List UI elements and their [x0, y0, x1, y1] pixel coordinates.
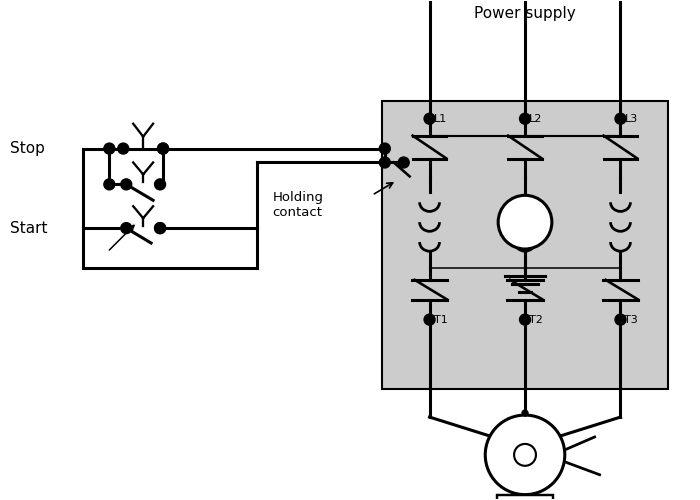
Bar: [382, 101, 668, 389]
Circle shape: [514, 444, 536, 466]
Circle shape: [485, 415, 565, 494]
Circle shape: [522, 410, 528, 416]
Circle shape: [121, 222, 132, 234]
Circle shape: [121, 179, 132, 190]
Circle shape: [519, 314, 531, 325]
Circle shape: [155, 222, 165, 234]
Text: Start: Start: [10, 220, 48, 236]
Circle shape: [104, 179, 115, 190]
Text: T3: T3: [624, 314, 638, 324]
Circle shape: [104, 143, 115, 154]
Text: Power supply: Power supply: [474, 6, 576, 21]
Circle shape: [379, 157, 391, 168]
Circle shape: [379, 143, 391, 154]
Text: Stop: Stop: [10, 141, 45, 156]
Text: L1: L1: [433, 114, 447, 124]
Circle shape: [155, 222, 165, 234]
Circle shape: [118, 143, 129, 154]
Circle shape: [155, 179, 165, 190]
Bar: [497, 494, 553, 500]
Text: Holding
contact: Holding contact: [272, 191, 323, 219]
Circle shape: [519, 114, 531, 124]
Circle shape: [615, 314, 626, 325]
Text: L3: L3: [624, 114, 638, 124]
Circle shape: [615, 114, 626, 124]
Circle shape: [158, 143, 169, 154]
Circle shape: [424, 314, 435, 325]
Circle shape: [424, 114, 435, 124]
Text: T1: T1: [433, 314, 447, 324]
Text: T2: T2: [529, 314, 543, 324]
Circle shape: [158, 143, 169, 154]
Circle shape: [498, 196, 552, 249]
Text: L2: L2: [529, 114, 542, 124]
Circle shape: [398, 157, 409, 168]
